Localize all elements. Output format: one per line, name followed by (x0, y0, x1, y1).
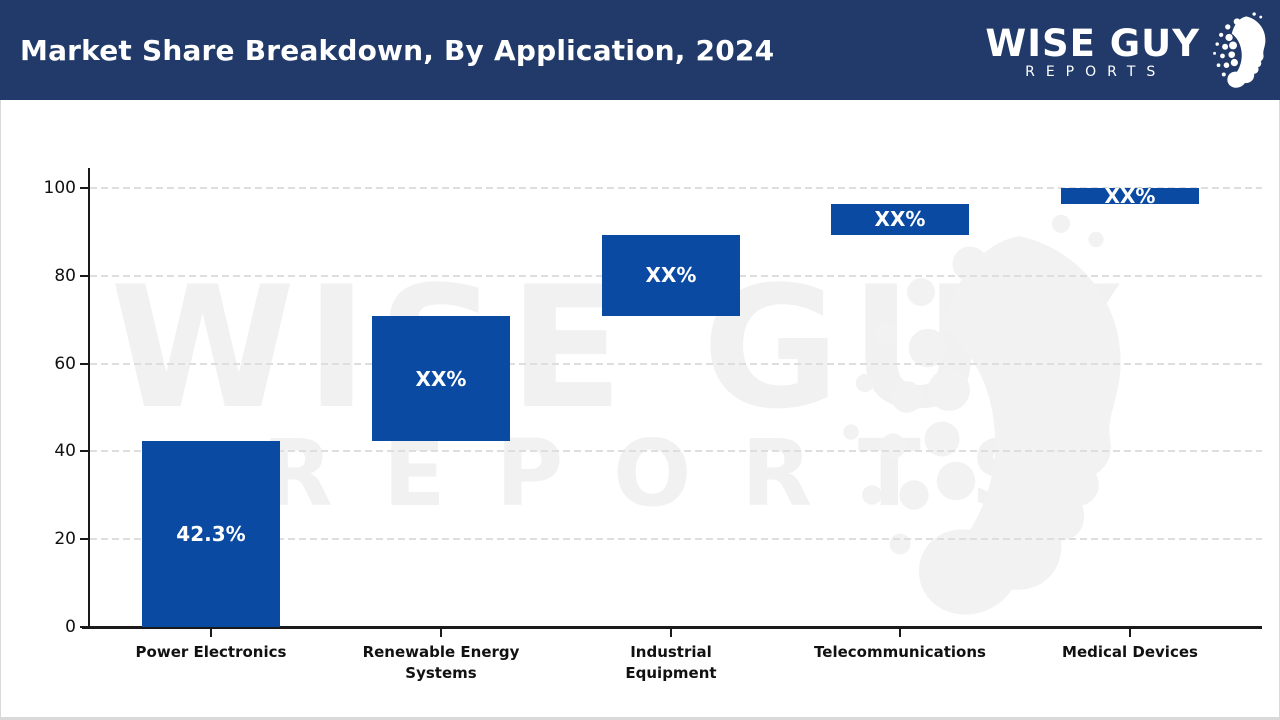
gridline-60 (90, 362, 1262, 365)
header-bar: Market Share Breakdown, By Application, … (0, 0, 1280, 100)
ytick-label-100: 100 (43, 178, 76, 198)
category-label-medical-devices: Medical Devices (1030, 642, 1230, 663)
bar-fill: XX% (372, 315, 510, 442)
category-label-industrial-equipment: Industrial Equipment (571, 642, 771, 684)
gridline-40 (90, 450, 1262, 453)
bar-fill: 42.3% (142, 441, 280, 627)
ytick-label-0: 0 (65, 617, 76, 637)
bar-power-electronics: 42.3%42.3% (142, 441, 280, 627)
bar-fill: XX% (1061, 188, 1199, 204)
bar-label: XX% (1104, 188, 1156, 204)
bar-fill: XX% (602, 234, 740, 316)
category-label-line: Equipment (625, 664, 717, 682)
x-axis-line (82, 626, 1262, 629)
xtick-mark-power-electronics (210, 629, 212, 637)
brand-subname: REPORTS (1025, 64, 1167, 80)
category-label-line: Industrial (630, 643, 712, 661)
bar-industrial-equipment: XX%XX% (602, 234, 740, 316)
y-axis-line (88, 168, 90, 629)
category-label-line: Power Electronics (135, 643, 287, 661)
bar-medical-devices: XX%XX% (1061, 184, 1199, 208)
category-label-line: Telecommunications (814, 643, 986, 661)
category-label-line: Renewable Energy (362, 643, 520, 661)
category-label-power-electronics: Power Electronics (111, 642, 311, 663)
bar-telecommunications: XX%XX% (831, 203, 969, 235)
ytick-mark-40 (80, 450, 89, 453)
bar-label: XX% (874, 207, 926, 232)
brand-logo: WISE GUY REPORTS (985, 6, 1270, 98)
ytick-label-40: 40 (54, 441, 76, 462)
bar-label: 42.3% (176, 522, 246, 547)
bar-renewable-energy-systems: XX%XX% (372, 315, 510, 442)
xtick-mark-industrial-equipment (670, 629, 672, 637)
ytick-mark-80 (80, 274, 89, 277)
xtick-mark-telecommunications (899, 629, 901, 637)
ytick-mark-100 (80, 187, 89, 189)
bar-fill: XX% (831, 203, 969, 235)
category-label-line: Systems (405, 664, 477, 682)
gridline-20 (90, 538, 1262, 541)
category-label-telecommunications: Telecommunications (800, 642, 1000, 663)
brand-name: WISE GUY (985, 22, 1200, 65)
category-label-line: Medical Devices (1062, 643, 1198, 661)
ytick-label-80: 80 (54, 265, 76, 286)
xtick-mark-renewable-energy-systems (440, 629, 442, 637)
ytick-mark-60 (80, 362, 89, 365)
xtick-mark-medical-devices (1129, 629, 1131, 637)
brand-logo-text: WISE GUY REPORTS (985, 22, 1200, 81)
bar-label: XX% (415, 366, 467, 391)
ytick-label-60: 60 (54, 353, 76, 374)
category-label-renewable-energy-systems: Renewable Energy Systems (341, 642, 541, 684)
page-title: Market Share Breakdown, By Application, … (20, 33, 775, 67)
brand-face-icon (1204, 10, 1270, 94)
bar-label: XX% (645, 263, 697, 288)
ytick-mark-20 (80, 538, 89, 541)
ytick-label-20: 20 (54, 529, 76, 550)
gridline-100 (90, 187, 1262, 189)
